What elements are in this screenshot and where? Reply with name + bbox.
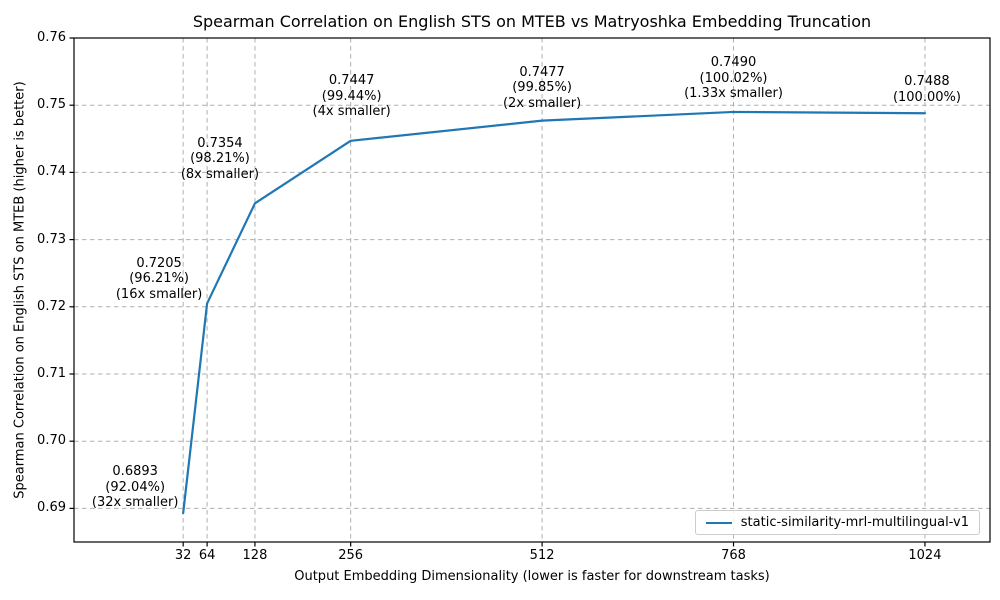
y-tick-label: 0.71 xyxy=(37,366,66,381)
annotation-line: 0.6893 xyxy=(112,464,158,480)
annotation-32: 0.6893 (92.04%) (32x smaller) xyxy=(92,464,178,511)
annotation-512: 0.7477 (99.85%) (2x smaller) xyxy=(503,65,581,112)
annotation-line: (8x smaller) xyxy=(180,166,260,182)
y-tick-label: 0.73 xyxy=(37,231,66,247)
legend-series-label: static-similarity-mrl-multilingual-v1 xyxy=(740,515,969,530)
annotation-line: (100.02%) xyxy=(699,70,768,86)
y-tick-label: 0.72 xyxy=(37,298,66,314)
annotation-line: (1.33x smaller) xyxy=(684,86,783,102)
x-tick-label: 1024 xyxy=(908,548,942,563)
x-tick-label: 64 xyxy=(198,548,216,563)
annotation-line: (32x smaller) xyxy=(91,495,179,511)
x-tick-label: 128 xyxy=(242,548,268,563)
x-tick-label: 32 xyxy=(174,548,192,563)
annotation-line: (99.44%) xyxy=(321,88,382,104)
annotation-line: (2x smaller) xyxy=(502,96,582,112)
legend-line-sample-icon xyxy=(705,521,732,524)
annotation-line: 0.7447 xyxy=(328,73,375,89)
x-tick-label: 512 xyxy=(529,548,555,563)
legend: static-similarity-mrl-multilingual-v1 xyxy=(694,510,980,535)
annotation-64: 0.7205 (96.21%) (16x smaller) xyxy=(116,256,202,303)
y-tick-label: 0.75 xyxy=(37,97,66,113)
x-tick-label: 768 xyxy=(721,548,746,563)
annotation-line: (4x smaller) xyxy=(312,104,391,120)
annotation-line: 0.7477 xyxy=(519,64,565,80)
x-tick-label: 256 xyxy=(338,548,364,563)
annotation-line: (99.85%) xyxy=(512,80,572,96)
y-tick-label: 0.74 xyxy=(37,164,66,180)
y-tick-label: 0.69 xyxy=(37,500,66,516)
annotation-256: 0.7447 (99.44%) (4x smaller) xyxy=(313,73,391,120)
chart-title: Spearman Correlation on English STS on M… xyxy=(192,12,872,31)
annotation-128: 0.7354 (98.21%) (8x smaller) xyxy=(181,136,259,183)
annotation-line: (98.21%) xyxy=(190,151,250,167)
axes-spines xyxy=(73,37,991,543)
y-tick-label: 0.76 xyxy=(37,30,66,45)
annotation-line: (100.00%) xyxy=(892,90,961,106)
series-line xyxy=(182,110,927,515)
annotation-line: 0.7490 xyxy=(710,55,757,71)
annotation-line: 0.7488 xyxy=(904,74,950,90)
annotation-line: (16x smaller) xyxy=(115,286,203,302)
y-axis-label: Spearman Correlation on English STS on M… xyxy=(12,81,28,499)
annotation-line: 0.7354 xyxy=(197,135,243,151)
annotation-768: 0.7490 (100.02%) (1.33x smaller) xyxy=(684,55,783,102)
annotation-line: (92.04%) xyxy=(105,479,166,495)
annotation-line: (96.21%) xyxy=(129,271,189,287)
annotation-line: 0.7205 xyxy=(136,255,182,271)
y-tick-label: 0.70 xyxy=(37,433,66,449)
x-axis-label: Output Embedding Dimensionality (lower i… xyxy=(294,569,770,584)
annotation-1024: 0.7488 (100.00%) xyxy=(893,74,961,105)
